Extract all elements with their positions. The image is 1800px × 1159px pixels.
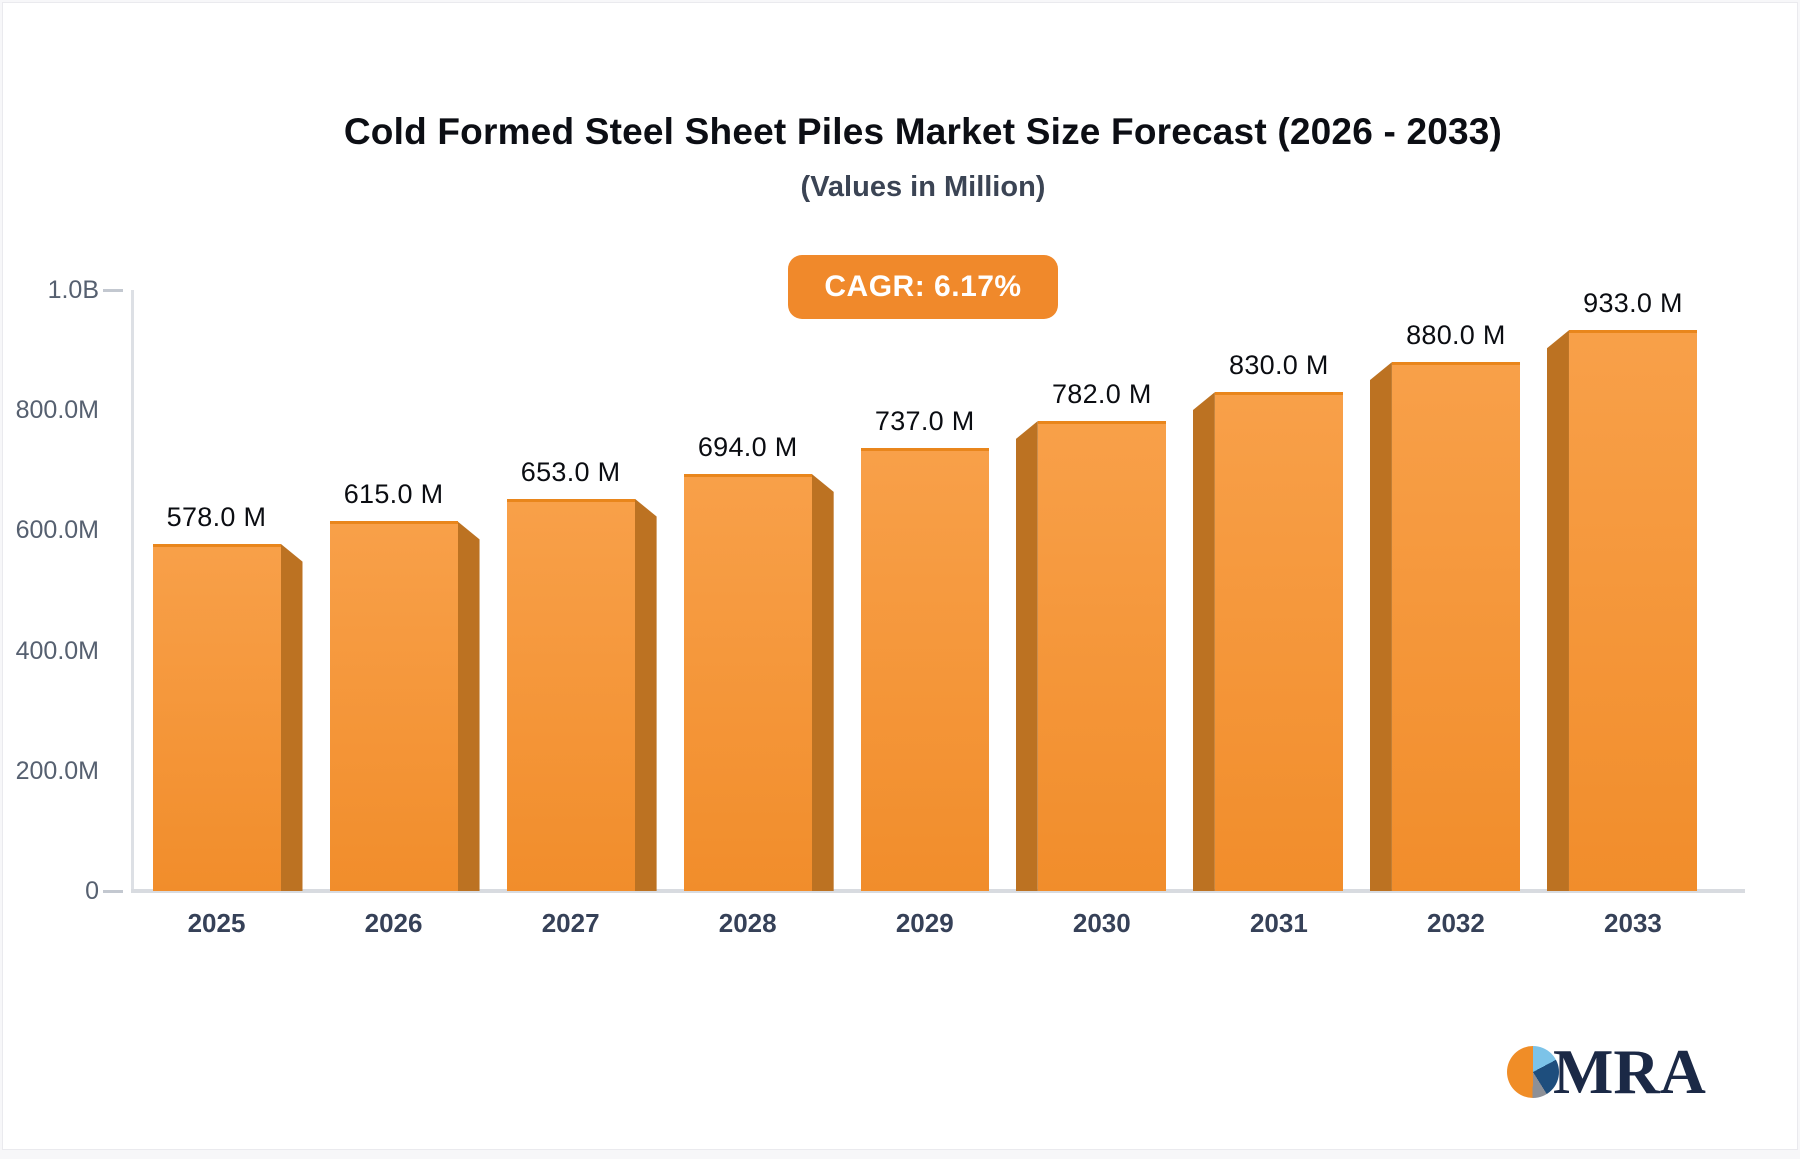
x-axis-line [131,889,1745,893]
bar-value-label: 615.0 M [343,479,444,510]
bar-side-face [811,473,834,891]
bar-value-label: 737.0 M [874,406,975,437]
bar-side-face [1369,362,1392,891]
chart-subtitle: (Values in Million) [800,171,1046,203]
x-axis-category-label: 2031 [1249,908,1308,938]
x-axis-category-label: 2029 [895,908,954,938]
bar-side-face [1192,392,1215,891]
bar-side-face [1015,421,1038,891]
cagr-badge-wrap: CAGR: 6.17% [103,255,1743,319]
y-axis-tick-mark [103,288,123,292]
bar-side-face [1546,330,1569,891]
y-axis-tick-label: 600.0M [15,516,99,545]
pie-chart-logo-icon [1507,1046,1559,1098]
bar [860,448,989,891]
bar-side-face [457,521,480,891]
bar-value-label: 830.0 M [1229,350,1329,381]
bar [1037,421,1166,891]
y-axis-tick-label: 200.0M [15,756,99,785]
x-axis-category-label: 2026 [364,908,423,938]
y-axis-tick-label: 400.0M [15,636,99,665]
x-axis-category-label: 2027 [541,908,600,938]
mra-logo: MRA [1507,1039,1706,1105]
y-axis-tick-label: 0 [85,877,99,905]
bar-value-label: 880.0 M [1406,320,1506,351]
x-axis-category-label: 2033 [1604,908,1662,938]
bar [1568,330,1697,891]
y-axis-tick-label: 800.0M [15,396,99,425]
bar [1214,392,1343,891]
x-axis-category-label: 2025 [187,908,246,938]
bar-value-label: 578.0 M [166,501,267,532]
bar [329,521,458,891]
chart-title: Cold Formed Steel Sheet Piles Market Siz… [343,111,1503,152]
bar-side-face [280,543,303,891]
bar-value-label: 694.0 M [697,431,798,462]
bar-side-face [634,498,657,891]
y-axis-line [131,290,134,893]
x-axis-category-label: 2030 [1072,908,1131,938]
bar [152,543,281,891]
x-axis-category-label: 2032 [1426,908,1485,938]
bar-value-label: 782.0 M [1051,379,1152,410]
y-axis-tick-label: 1.0B [47,276,99,304]
bar-chart-plot-area: 0 200.0M 400.0M 600.0M 800.0M 1.0B 578.0 M 2025… [3,3,1800,1159]
bar [1391,362,1520,891]
logo-text: MRA [1553,1036,1706,1107]
bar [506,498,635,891]
bar-value-label: 933.0 M [1583,288,1683,319]
x-axis-category-label: 2028 [718,908,777,938]
cagr-badge: CAGR: 6.17% [788,255,1058,319]
y-axis-tick-mark [103,889,123,893]
bar-value-label: 653.0 M [520,456,621,487]
bar [683,473,812,891]
